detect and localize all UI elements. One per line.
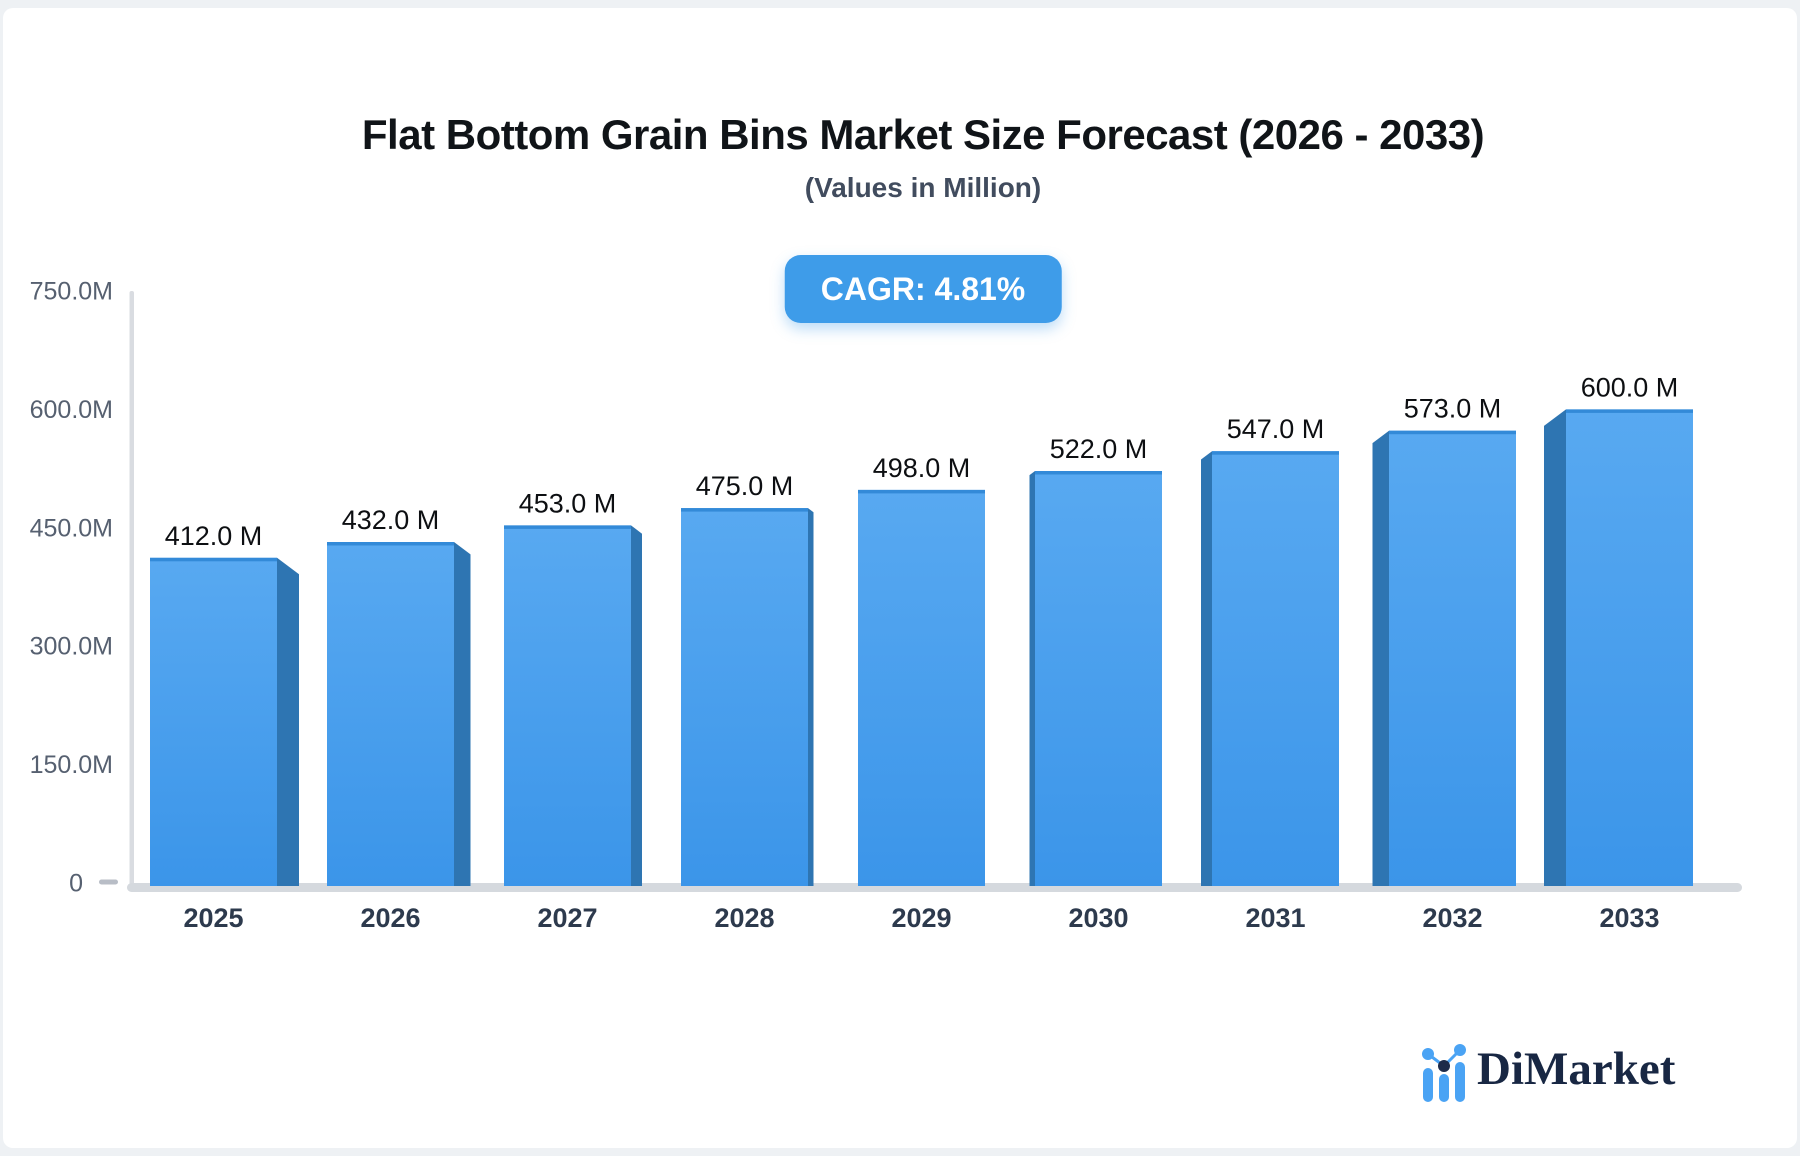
y-tick-label-150: 150.0M: [30, 751, 113, 779]
bar-cap-2027: [504, 525, 631, 529]
x-tick-label-2029: 2029: [891, 903, 951, 933]
x-tick-label-2027: 2027: [537, 903, 597, 933]
y-tick-label-0: 0: [69, 870, 83, 898]
x-tick-label-2032: 2032: [1422, 903, 1482, 933]
x-tick-label-2030: 2030: [1068, 903, 1128, 933]
bar-side-2030: [1029, 471, 1035, 886]
bar-cap-2032: [1389, 430, 1516, 435]
chart-title: Flat Bottom Grain Bins Market Size Forec…: [361, 111, 1485, 158]
bar-cap-2030: [1035, 471, 1162, 475]
bar-2032: [1389, 430, 1516, 886]
bar-2033: [1566, 409, 1693, 886]
bar-cap-2031: [1212, 451, 1339, 455]
bar-side-2027: [631, 525, 642, 886]
bar-2026: [327, 542, 454, 886]
chart-subtitle: (Values in Million): [804, 172, 1042, 203]
bar-side-2033: [1544, 409, 1566, 886]
x-tick-label-2033: 2033: [1599, 903, 1659, 933]
y-tick-label-300: 300.0M: [30, 633, 113, 661]
bar-cap-2029: [858, 489, 985, 494]
bar-value-label-2033: 600.0 M: [1581, 372, 1679, 402]
cagr-badge-label: CAGR: 4.81%: [820, 270, 1026, 307]
brand-logo-icon: [1422, 1044, 1466, 1102]
bar-value-label-2026: 432.0 M: [342, 505, 440, 535]
bar-side-2028: [808, 508, 814, 886]
zero-tick-dash: [99, 879, 118, 885]
bar-side-2026: [454, 542, 471, 886]
y-tick-label-750: 750.0M: [30, 278, 113, 306]
y-tick-label-600: 600.0M: [30, 396, 113, 424]
bar-value-label-2029: 498.0 M: [873, 453, 971, 483]
logo-trend-line: [1422, 1044, 1466, 1072]
x-tick-label-2025: 2025: [183, 903, 243, 933]
bar-2025: [150, 557, 277, 886]
logo-bars: [1423, 1062, 1465, 1102]
bar-cap-2033: [1566, 409, 1693, 413]
bar-cap-2028: [681, 508, 808, 512]
brand-logo-text: DiMarket: [1477, 1043, 1676, 1095]
bar-value-label-2025: 412.0 M: [165, 521, 263, 551]
bar-side-2032: [1372, 430, 1389, 886]
bar-2030: [1035, 471, 1162, 886]
bar-value-label-2032: 573.0 M: [1404, 394, 1502, 424]
bar-2028: [681, 508, 808, 886]
x-tick-label-2026: 2026: [360, 903, 420, 933]
bar-side-2031: [1201, 451, 1212, 886]
y-axis-line: [129, 291, 134, 888]
bar-2029: [858, 489, 985, 886]
bar-2027: [504, 525, 631, 886]
x-tick-label-2028: 2028: [714, 903, 774, 933]
bar-side-2025: [277, 557, 299, 886]
y-tick-label-450: 450.0M: [30, 514, 113, 542]
cagr-badge: CAGR: 4.81%: [784, 255, 1062, 323]
brand-logo: DiMarket: [1421, 1040, 1741, 1120]
bar-value-label-2031: 547.0 M: [1227, 414, 1325, 444]
x-tick-label-2031: 2031: [1245, 903, 1305, 933]
bar-value-label-2030: 522.0 M: [1050, 434, 1148, 464]
bar-cap-2026: [327, 542, 454, 546]
bar-2031: [1212, 451, 1339, 886]
bar-value-label-2028: 475.0 M: [696, 471, 794, 501]
bar-value-label-2027: 453.0 M: [519, 488, 617, 518]
bar-cap-2025: [150, 557, 277, 562]
